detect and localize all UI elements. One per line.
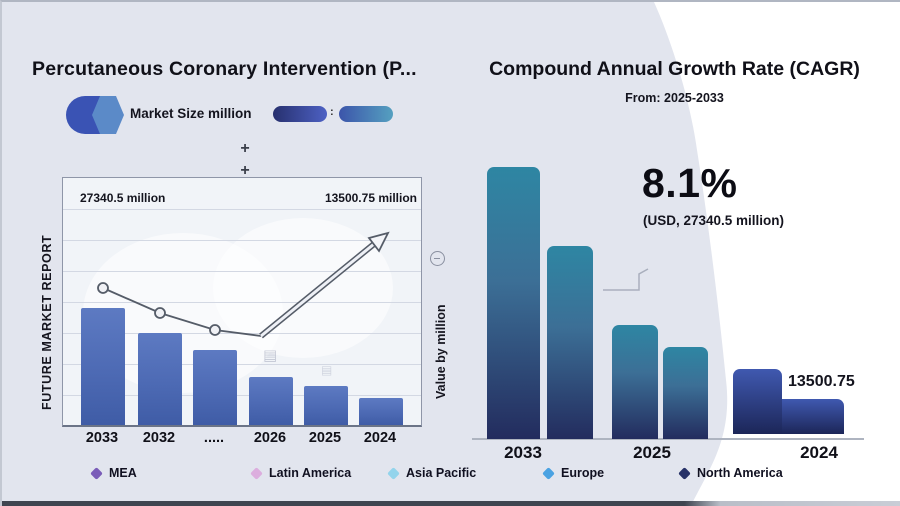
legend-label: North America xyxy=(697,466,783,480)
gradient-pill-dark xyxy=(273,106,327,122)
background-blob xyxy=(213,218,393,358)
right-bar-2025-series-a xyxy=(612,325,658,439)
legend-item-europe: Europe xyxy=(542,465,605,481)
right-x-label-2025: 2025 xyxy=(633,443,671,462)
right-chart-title: Compound Annual Growth Rate (CAGR) xyxy=(489,58,860,80)
left-bar-2026 xyxy=(249,377,293,425)
left-x-label-2025: 2025 xyxy=(308,430,342,446)
right-chart-baseline xyxy=(472,438,864,440)
gradient-pill-teal xyxy=(339,106,393,122)
left-chart-plot: ▤ ▤ xyxy=(62,177,422,427)
zoom-in-icon[interactable]: + xyxy=(240,162,250,179)
zoom-in-icon[interactable]: + xyxy=(240,140,250,157)
diamond-icon xyxy=(387,466,400,480)
cagr-value: 8.1% xyxy=(642,160,738,206)
right-x-label-2033: 2033 xyxy=(504,443,542,462)
cylinder-face xyxy=(92,96,124,134)
bottom-edge-strip xyxy=(2,501,900,506)
left-bar-2024 xyxy=(359,398,403,425)
zoom-out-icon[interactable] xyxy=(430,251,445,266)
legend-label: Europe xyxy=(561,466,605,480)
diamond-icon xyxy=(678,466,691,480)
left-x-label-.....: ..... xyxy=(203,430,225,446)
left-chart-title: Percutaneous Coronary Intervention (P... xyxy=(32,58,417,80)
left-bar-..... xyxy=(193,350,237,425)
gridline xyxy=(63,209,421,210)
cagr-note: (USD, 27340.5 million) xyxy=(643,213,785,228)
left-chart-annotation-2024: 13500.75 million xyxy=(324,191,417,205)
left-x-label-2033: 2033 xyxy=(85,430,119,446)
left-chart-annotation-2033: 27340.5 million xyxy=(80,191,166,205)
gridline xyxy=(63,302,421,303)
right-chart-subtitle: From: 2025-2033 xyxy=(625,91,724,105)
left-bar-2032 xyxy=(138,333,182,425)
left-x-label-2026: 2026 xyxy=(253,430,287,446)
right-bar-2033-series-a xyxy=(487,167,540,439)
left-bar-2025 xyxy=(304,386,348,425)
legend-item-mea: MEA xyxy=(90,465,137,481)
legend-item-asia-pacific: Asia Pacific xyxy=(387,465,477,481)
step-line-decoration xyxy=(603,268,649,291)
legend-item-latin-america: Latin America xyxy=(250,465,352,481)
gridline xyxy=(63,395,421,396)
legend-label: MEA xyxy=(109,466,137,480)
document-watermark-icon: ▤ xyxy=(321,363,333,377)
gridline xyxy=(63,271,421,272)
legend-label: Asia Pacific xyxy=(406,466,477,480)
right-chart-data-label-2024: 13500.75 xyxy=(788,373,855,390)
document-watermark-icon: ▤ xyxy=(263,347,278,364)
pill-separator: : xyxy=(330,106,334,118)
market-size-cylinder-icon xyxy=(66,96,126,134)
diamond-icon xyxy=(90,466,103,480)
right-bar-2024-series-b xyxy=(782,399,844,434)
legend-label: Latin America xyxy=(269,466,352,480)
right-bar-2025-series-b xyxy=(663,347,708,439)
left-bar-2033 xyxy=(81,308,125,425)
diamond-icon xyxy=(542,466,555,480)
gridline xyxy=(63,240,421,241)
right-bar-2024-series-a xyxy=(733,369,782,434)
market-size-legend-label: Market Size million xyxy=(130,106,252,121)
legend-item-north-america: North America xyxy=(678,465,783,481)
left-chart-y-axis-label: Value by million xyxy=(434,304,448,399)
gridline xyxy=(63,364,421,365)
left-x-label-2032: 2032 xyxy=(142,430,176,446)
right-x-label-2024: 2024 xyxy=(800,443,838,462)
left-x-label-2024: 2024 xyxy=(363,430,397,446)
diamond-icon xyxy=(250,466,263,480)
future-market-report-watermark: FUTURE MARKET REPORT xyxy=(40,234,54,410)
right-bar-2033-series-b xyxy=(547,246,593,439)
